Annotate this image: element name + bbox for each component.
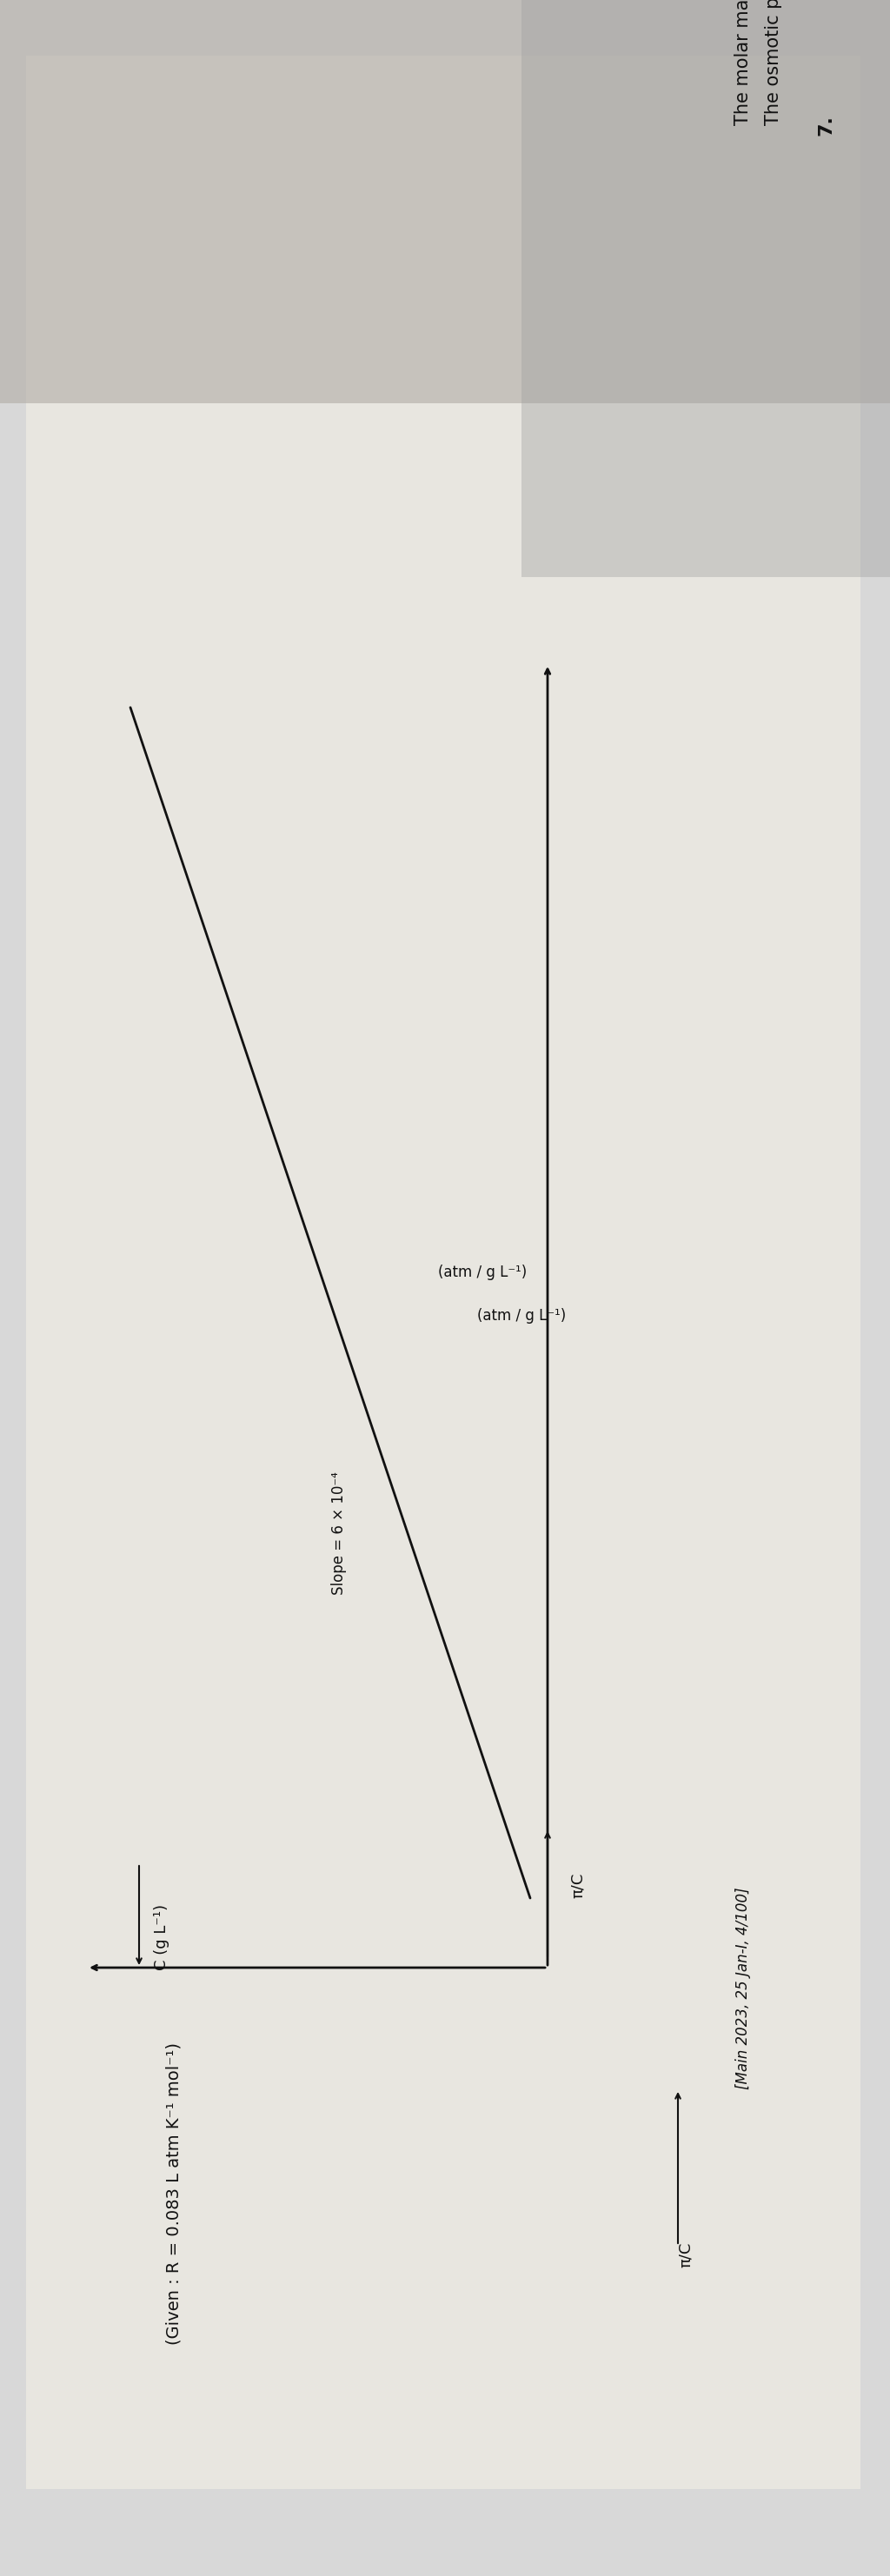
Text: (atm / g L⁻¹): (atm / g L⁻¹) <box>477 1309 566 1324</box>
Text: π/C: π/C <box>570 1873 586 1899</box>
Bar <box>0 0 890 404</box>
Text: The osmotic pressure of solutions of PVC in cyclohexanone at 300 K are plotted o: The osmotic pressure of solutions of PVC… <box>765 0 782 126</box>
Text: π/C: π/C <box>678 2241 693 2267</box>
Text: (atm / g L⁻¹): (atm / g L⁻¹) <box>438 1265 527 1280</box>
Text: [Main 2023, 25 Jan-I, 4/100]: [Main 2023, 25 Jan-I, 4/100] <box>735 1888 751 2089</box>
Text: The molar mass of PVC is _____ g mol⁻¹ (Nearest integer): The molar mass of PVC is _____ g mol⁻¹ (… <box>734 0 752 126</box>
Text: (Given : R = 0.083 L atm K⁻¹ mol⁻¹): (Given : R = 0.083 L atm K⁻¹ mol⁻¹) <box>166 2043 182 2344</box>
Bar <box>522 0 890 577</box>
Text: 7.: 7. <box>817 116 835 137</box>
Text: Slope = 6 × 10⁻⁴: Slope = 6 × 10⁻⁴ <box>331 1471 347 1595</box>
Text: C (g L⁻¹): C (g L⁻¹) <box>154 1904 169 1971</box>
